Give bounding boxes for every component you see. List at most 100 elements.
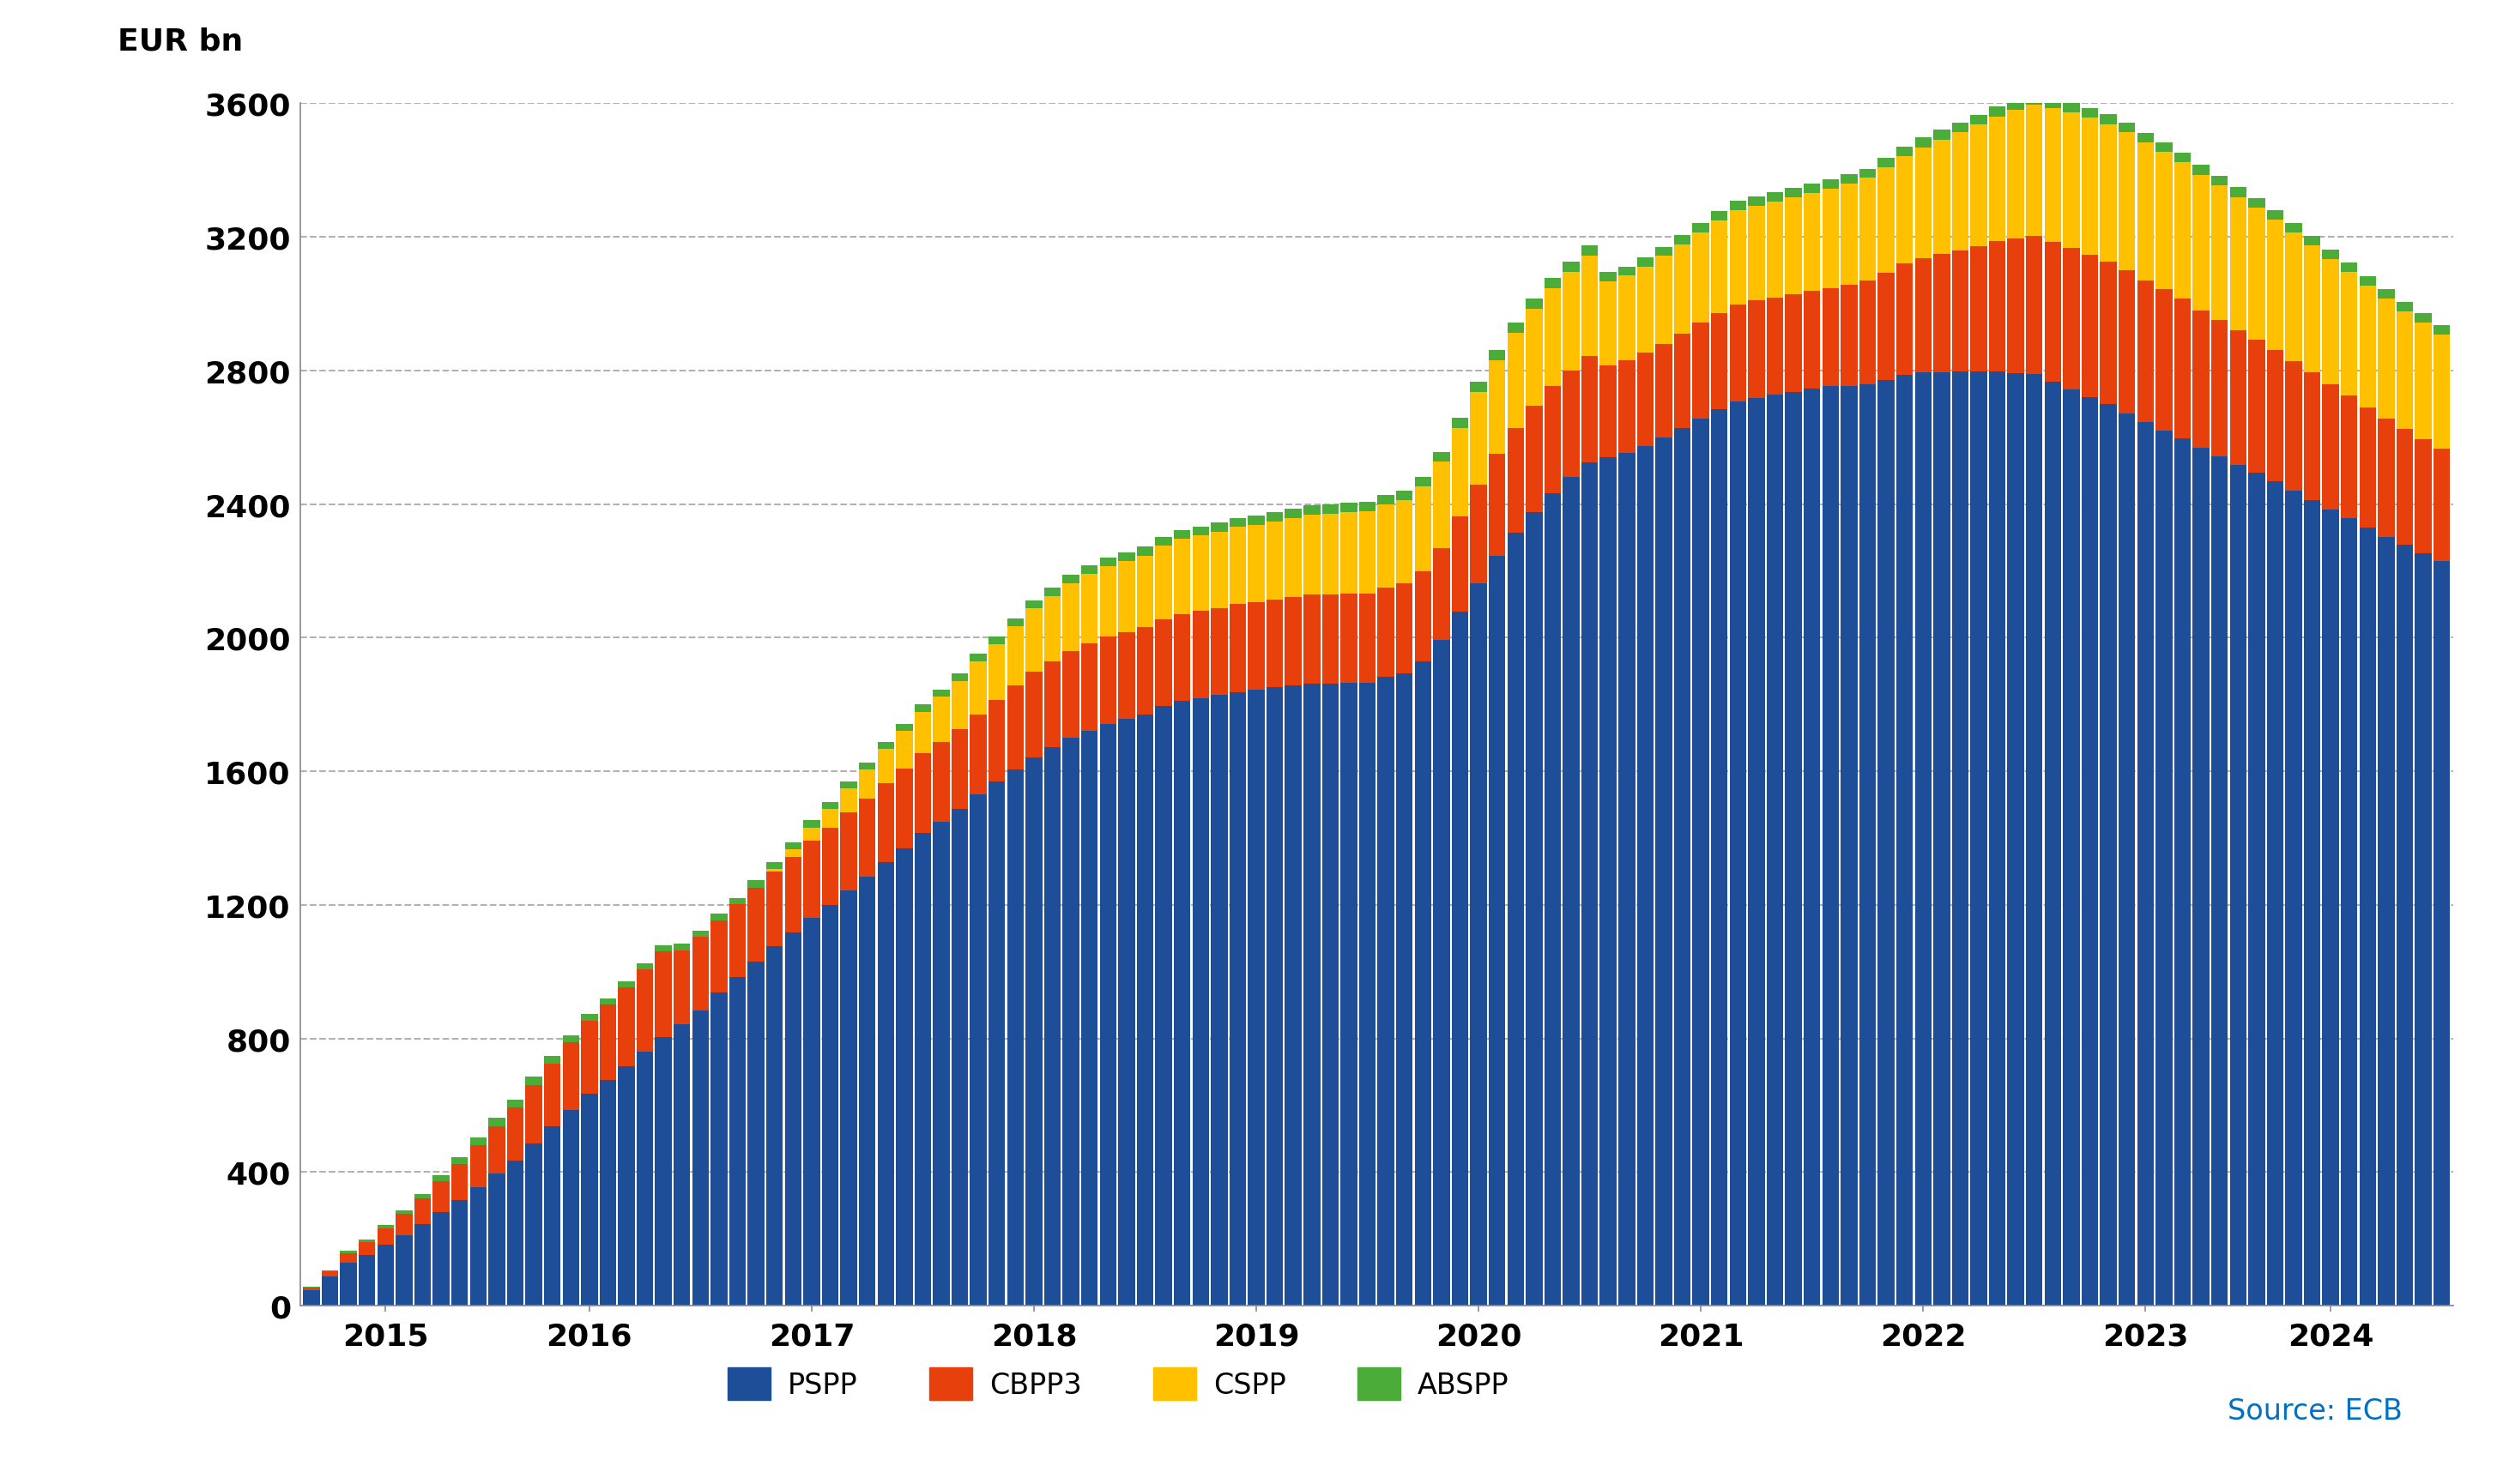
Bar bbox=[2395, 312, 2413, 429]
Bar bbox=[2045, 108, 2060, 242]
Bar bbox=[1191, 527, 1209, 536]
Bar bbox=[543, 1126, 561, 1306]
Bar bbox=[1322, 515, 1339, 595]
Bar bbox=[1712, 410, 1727, 1306]
Bar bbox=[2138, 423, 2153, 1306]
Bar bbox=[1229, 518, 1246, 528]
Bar bbox=[2378, 289, 2395, 300]
Bar bbox=[859, 877, 876, 1306]
Bar bbox=[1211, 696, 1226, 1306]
Bar bbox=[896, 849, 914, 1306]
Bar bbox=[2007, 101, 2025, 111]
Bar bbox=[1599, 367, 1617, 457]
Bar bbox=[2395, 303, 2413, 312]
Bar bbox=[2045, 242, 2060, 383]
Bar bbox=[2062, 248, 2080, 390]
Bar bbox=[395, 1235, 413, 1306]
Bar bbox=[303, 1288, 320, 1290]
Bar bbox=[378, 1226, 393, 1229]
Bar bbox=[1322, 595, 1339, 684]
Bar bbox=[1730, 402, 1747, 1306]
Bar bbox=[2378, 537, 2395, 1306]
Bar bbox=[2248, 340, 2265, 473]
Bar bbox=[766, 870, 783, 873]
Bar bbox=[1156, 546, 1171, 619]
Bar bbox=[1006, 686, 1024, 770]
Bar bbox=[1692, 418, 1710, 1306]
Bar bbox=[526, 1077, 543, 1085]
Bar bbox=[1377, 678, 1394, 1306]
Bar bbox=[2378, 300, 2395, 418]
Bar bbox=[1767, 202, 1782, 298]
Bar bbox=[803, 841, 821, 919]
Bar bbox=[1747, 206, 1765, 301]
Bar bbox=[1136, 556, 1154, 628]
Bar bbox=[951, 681, 969, 730]
Bar bbox=[821, 809, 839, 828]
Bar bbox=[1970, 372, 1987, 1306]
Bar bbox=[1785, 392, 1802, 1306]
Legend: PSPP, CBPP3, CSPP, ABSPP: PSPP, CBPP3, CSPP, ABSPP bbox=[716, 1356, 1519, 1411]
Bar bbox=[1081, 644, 1099, 732]
Bar bbox=[2175, 153, 2190, 163]
Bar bbox=[1730, 304, 1747, 402]
Bar bbox=[1654, 438, 1672, 1306]
Bar bbox=[2062, 390, 2080, 1306]
Bar bbox=[1822, 288, 1840, 387]
Bar bbox=[2175, 439, 2190, 1306]
Bar bbox=[1342, 503, 1357, 513]
Bar bbox=[1397, 491, 1412, 502]
Bar bbox=[2082, 119, 2098, 255]
Bar bbox=[786, 858, 801, 933]
Bar bbox=[1507, 334, 1524, 429]
Bar bbox=[1952, 251, 1967, 372]
Bar bbox=[656, 953, 671, 1037]
Bar bbox=[1119, 554, 1134, 561]
Bar bbox=[914, 705, 931, 712]
Bar bbox=[1414, 487, 1432, 571]
Bar bbox=[1747, 301, 1765, 398]
Bar bbox=[1932, 372, 1950, 1306]
Bar bbox=[2118, 414, 2135, 1306]
Bar bbox=[1730, 202, 1747, 211]
Bar bbox=[526, 1085, 543, 1143]
Bar bbox=[693, 1011, 708, 1306]
Bar bbox=[323, 1272, 338, 1276]
Bar bbox=[2323, 260, 2338, 384]
Bar bbox=[543, 1057, 561, 1064]
Bar bbox=[1507, 533, 1524, 1306]
Bar bbox=[989, 637, 1006, 644]
Bar bbox=[1284, 686, 1302, 1306]
Bar bbox=[1006, 619, 1024, 626]
Bar bbox=[2175, 300, 2190, 439]
Bar bbox=[2193, 175, 2210, 310]
Bar bbox=[1119, 632, 1134, 720]
Bar bbox=[2230, 331, 2245, 464]
Bar bbox=[451, 1158, 468, 1163]
Bar bbox=[1637, 258, 1654, 267]
Bar bbox=[1452, 613, 1469, 1306]
Bar bbox=[1897, 375, 1912, 1306]
Bar bbox=[879, 784, 894, 862]
Bar bbox=[786, 843, 801, 850]
Bar bbox=[2248, 208, 2265, 340]
Bar bbox=[1099, 567, 1116, 637]
Bar bbox=[1006, 626, 1024, 686]
Bar bbox=[451, 1163, 468, 1201]
Bar bbox=[378, 1245, 393, 1306]
Bar bbox=[841, 789, 856, 813]
Bar bbox=[711, 993, 728, 1306]
Bar bbox=[1304, 515, 1319, 595]
Bar bbox=[340, 1252, 358, 1263]
Bar bbox=[1267, 522, 1284, 600]
Bar bbox=[1211, 533, 1226, 608]
Bar bbox=[1952, 372, 1967, 1306]
Bar bbox=[1952, 123, 1967, 134]
Bar bbox=[859, 770, 876, 798]
Bar bbox=[821, 801, 839, 809]
Bar bbox=[1637, 447, 1654, 1306]
Bar bbox=[1675, 429, 1690, 1306]
Bar bbox=[1970, 116, 1987, 126]
Bar bbox=[1544, 279, 1562, 289]
Bar bbox=[488, 1174, 506, 1306]
